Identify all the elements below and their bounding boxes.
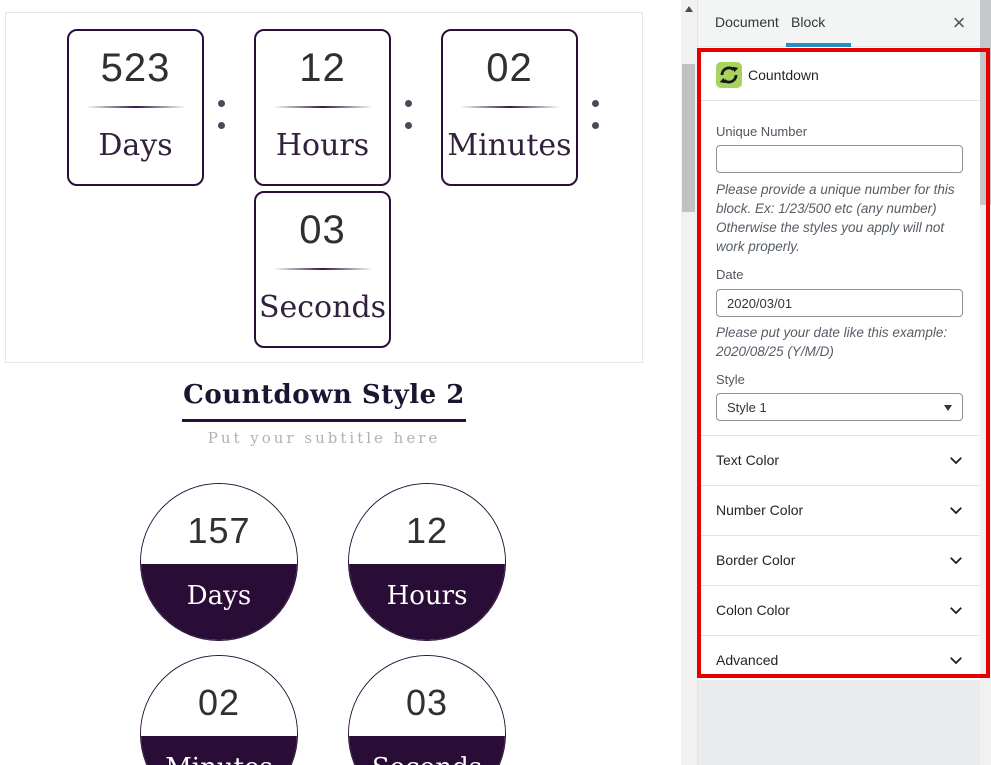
circle-unit-hours: 12 Hours [348, 483, 506, 641]
countdown-unit-seconds: 03 Seconds [254, 191, 391, 348]
unit-divider [272, 268, 373, 270]
unit-value: 157 [141, 484, 297, 564]
unit-divider [85, 106, 186, 108]
title-underline [182, 419, 466, 422]
date-input[interactable] [716, 289, 963, 317]
style-label: Style [716, 372, 745, 387]
window-scrollbar-thumb[interactable] [980, 0, 991, 205]
chevron-down-icon [950, 657, 962, 665]
countdown-unit-days: 523 Days [67, 29, 204, 186]
chevron-down-icon [950, 557, 962, 565]
unit-value: 523 [100, 46, 171, 90]
unit-label: Seconds [372, 736, 482, 765]
panel-colon-color[interactable]: Colon Color [698, 586, 981, 636]
settings-panels: Text Color Number Color Border Color Col… [698, 435, 981, 681]
tab-document[interactable]: Document [715, 14, 779, 30]
chevron-down-icon [950, 457, 962, 465]
countdown-style1-block[interactable]: 523 Days 12 Hours 02 Minutes 03 Seconds [5, 12, 643, 363]
style2-subtitle: Put your subtitle here [207, 429, 441, 447]
panel-text-color[interactable]: Text Color [698, 436, 981, 486]
unique-number-label: Unique Number [716, 124, 808, 139]
block-card-title: Countdown [748, 67, 819, 83]
settings-sidebar: Document Block × Countdown Unique Number… [697, 0, 981, 765]
unit-divider [459, 106, 560, 108]
circle-unit-minutes: 02 Minutes [140, 655, 298, 765]
unit-value: 03 [349, 656, 505, 736]
colon-separator [218, 100, 225, 144]
date-label: Date [716, 267, 744, 282]
window-scrollbar[interactable] [980, 0, 991, 765]
unique-number-input[interactable] [716, 145, 963, 173]
canvas-scrollbar[interactable] [681, 0, 697, 765]
style2-title: Countdown Style 2 [183, 380, 465, 410]
colon-separator [405, 100, 412, 144]
scroll-up-arrow-icon[interactable] [685, 6, 693, 12]
block-card: Countdown [698, 47, 981, 101]
circle-unit-days: 157 Days [140, 483, 298, 641]
style-select[interactable]: Style 1 [716, 393, 963, 421]
select-dropdown-icon [944, 405, 952, 411]
style-select-value: Style 1 [727, 400, 767, 415]
sidebar-tabbar: Document Block × [698, 0, 981, 47]
editor-canvas: 523 Days 12 Hours 02 Minutes 03 Seconds [5, 12, 643, 765]
unit-label: Hours [386, 581, 468, 611]
circle-unit-seconds: 03 Seconds [348, 655, 506, 765]
unit-divider [272, 106, 373, 108]
panel-advanced[interactable]: Advanced [698, 636, 981, 681]
unit-label: Days [186, 581, 252, 611]
unit-label: Minutes [447, 127, 572, 163]
countdown-unit-hours: 12 Hours [254, 29, 391, 186]
unit-label: Seconds [258, 289, 387, 325]
countdown-block-icon [716, 62, 742, 88]
unit-value: 02 [486, 46, 533, 90]
unit-value: 12 [299, 46, 346, 90]
unit-label: Hours [275, 127, 370, 163]
unit-label: Days [98, 127, 173, 163]
unit-value: 03 [299, 208, 346, 252]
date-help: Please put your date like this example: … [716, 325, 948, 359]
countdown-unit-minutes: 02 Minutes [441, 29, 578, 186]
sidebar-empty-area [698, 680, 981, 765]
close-icon[interactable]: × [952, 10, 966, 35]
panel-number-color[interactable]: Number Color [698, 486, 981, 536]
active-tab-indicator [786, 43, 851, 47]
tab-block[interactable]: Block [791, 14, 826, 30]
unique-number-help: Please provide a unique number for this … [716, 182, 955, 254]
chevron-down-icon [950, 507, 962, 515]
chevron-down-icon [950, 607, 962, 615]
panel-border-color[interactable]: Border Color [698, 536, 981, 586]
unit-value: 12 [349, 484, 505, 564]
unit-value: 02 [141, 656, 297, 736]
colon-separator [592, 100, 599, 144]
canvas-scrollbar-thumb[interactable] [682, 64, 695, 212]
unit-label: Minutes [165, 736, 273, 765]
